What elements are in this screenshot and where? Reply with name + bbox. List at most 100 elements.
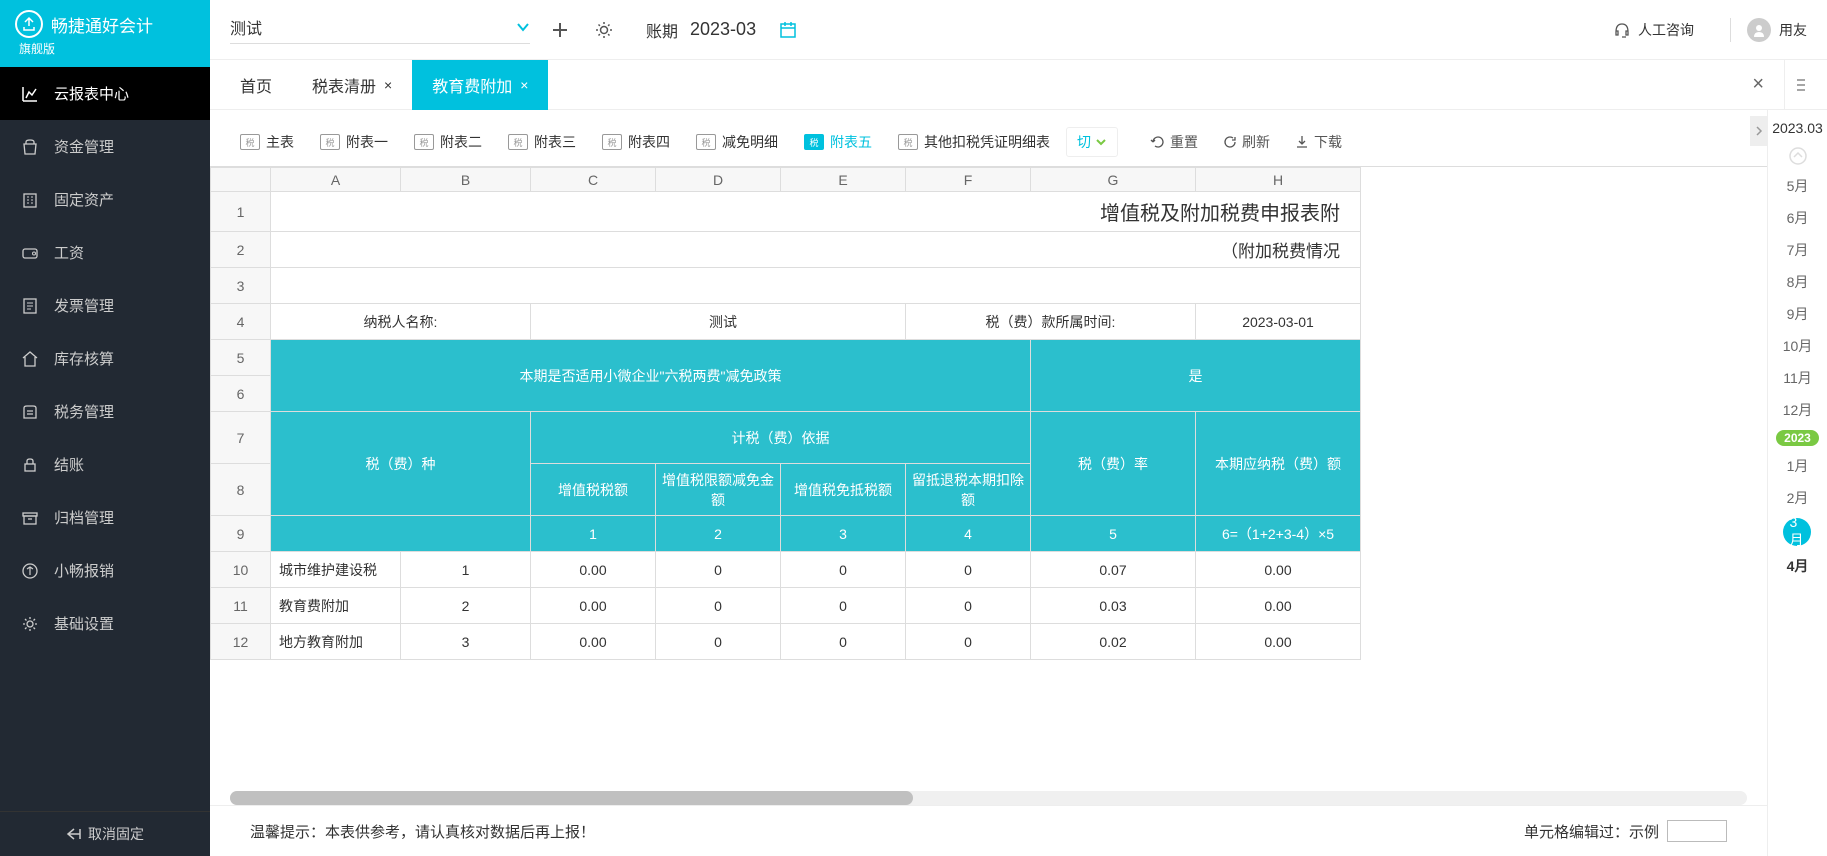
calendar-button[interactable] <box>778 20 798 40</box>
sheet-subtitle[interactable]: （附加税费情况 <box>271 232 1361 268</box>
grid-corner[interactable] <box>211 168 271 192</box>
sidebar-item-fixed-assets[interactable]: 固定资产 <box>0 173 210 226</box>
tab-tax-list[interactable]: 税表清册 × <box>292 60 412 110</box>
cell[interactable]: 0 <box>906 552 1031 588</box>
sidebar-item-expense[interactable]: 小畅报销 <box>0 544 210 597</box>
cell[interactable]: 0 <box>781 588 906 624</box>
month-item[interactable]: 7月 <box>1781 238 1815 262</box>
close-icon[interactable]: × <box>384 77 392 93</box>
month-item[interactable]: 6月 <box>1781 206 1815 230</box>
cell[interactable]: 0.00 <box>1196 588 1361 624</box>
spreadsheet[interactable]: A B C D E F G H <box>210 166 1767 789</box>
col-header[interactable]: D <box>656 168 781 192</box>
taxpayer-label[interactable]: 纳税人名称: <box>271 304 531 340</box>
close-icon[interactable]: × <box>520 77 528 93</box>
col-header[interactable]: B <box>401 168 531 192</box>
cell[interactable]: 0.02 <box>1031 624 1196 660</box>
cell[interactable]: 地方教育附加 <box>271 624 401 660</box>
cell[interactable]: 教育费附加 <box>271 588 401 624</box>
col-header[interactable]: E <box>781 168 906 192</box>
sidebar-item-funds[interactable]: 资金管理 <box>0 120 210 173</box>
cell[interactable]: 0.07 <box>1031 552 1196 588</box>
subtab-a1[interactable]: 税附表一 <box>310 126 398 158</box>
col-header[interactable]: F <box>906 168 1031 192</box>
cell[interactable]: 0.00 <box>1196 552 1361 588</box>
cell[interactable]: 0 <box>781 552 906 588</box>
row-header[interactable]: 10 <box>211 552 271 588</box>
col-header[interactable]: H <box>1196 168 1361 192</box>
sheet-title[interactable]: 增值税及附加税费申报表附 <box>271 192 1361 232</box>
cell[interactable]: 1 <box>401 552 531 588</box>
month-item[interactable]: 2月 <box>1781 486 1815 510</box>
row-header[interactable]: 2 <box>211 232 271 268</box>
sidebar-item-settings[interactable]: 基础设置 <box>0 597 210 650</box>
reset-button[interactable]: 重置 <box>1150 132 1198 152</box>
month-item[interactable]: 10月 <box>1777 334 1819 358</box>
sidebar-item-tax[interactable]: 税务管理 <box>0 385 210 438</box>
cell[interactable]: 0.03 <box>1031 588 1196 624</box>
download-button[interactable]: 下载 <box>1294 132 1342 152</box>
row-header[interactable]: 4 <box>211 304 271 340</box>
collapse-panel-button[interactable] <box>1750 116 1768 146</box>
month-item[interactable]: 4月 <box>1781 554 1815 578</box>
hdr-rate[interactable]: 税（费）率 <box>1031 412 1196 516</box>
subtab-main[interactable]: 税主表 <box>230 126 304 158</box>
scroll-up-button[interactable] <box>1788 146 1808 166</box>
user-menu[interactable]: 用友 <box>1747 18 1807 42</box>
row-header[interactable]: 1 <box>211 192 271 232</box>
cell[interactable]: 0 <box>656 624 781 660</box>
hdr-tax-type[interactable]: 税（费）种 <box>271 412 531 516</box>
cell[interactable]: 0.00 <box>1196 624 1361 660</box>
hdr-num[interactable]: 3 <box>781 516 906 552</box>
subtab-a3[interactable]: 税附表三 <box>498 126 586 158</box>
sidebar-item-invoice[interactable]: 发票管理 <box>0 279 210 332</box>
sidebar-item-salary[interactable]: 工资 <box>0 226 210 279</box>
year-badge[interactable]: 2023 <box>1776 430 1819 446</box>
tab-home[interactable]: 首页 <box>220 60 292 110</box>
subtab-a2[interactable]: 税附表二 <box>404 126 492 158</box>
period-owed-value[interactable]: 2023-03-01 <box>1196 304 1361 340</box>
hdr-refund-deduct[interactable]: 留抵退税本期扣除额 <box>906 464 1031 516</box>
expand-tabs[interactable] <box>1784 60 1817 110</box>
hdr-num[interactable]: 5 <box>1031 516 1196 552</box>
row-header[interactable]: 5 <box>211 340 271 376</box>
hdr-basis[interactable]: 计税（费）依据 <box>531 412 1031 464</box>
subtab-a5[interactable]: 税附表五 <box>794 126 882 158</box>
col-header[interactable]: G <box>1031 168 1196 192</box>
row-header[interactable]: 6 <box>211 376 271 412</box>
month-item[interactable]: 8月 <box>1781 270 1815 294</box>
month-item-current[interactable]: 3月 <box>1783 518 1811 546</box>
hdr-vat-exempt[interactable]: 增值税免抵税额 <box>781 464 906 516</box>
row-header[interactable]: 11 <box>211 588 271 624</box>
close-all-tabs[interactable]: × <box>1732 73 1784 96</box>
scrollbar-thumb[interactable] <box>230 791 913 805</box>
switch-button[interactable]: 切 <box>1066 127 1118 157</box>
month-item[interactable]: 11月 <box>1777 366 1818 390</box>
month-item[interactable]: 12月 <box>1777 398 1819 422</box>
hdr-num[interactable]: 4 <box>906 516 1031 552</box>
row-header[interactable]: 8 <box>211 464 271 516</box>
policy-question[interactable]: 本期是否适用小微企业"六税两费"减免政策 <box>271 340 1031 412</box>
cell[interactable]: 3 <box>401 624 531 660</box>
add-button[interactable] <box>550 20 570 40</box>
cell[interactable]: 城市维护建设税 <box>271 552 401 588</box>
sidebar-item-inventory[interactable]: 库存核算 <box>0 332 210 385</box>
cell[interactable] <box>271 268 1361 304</box>
period-owed-label[interactable]: 税（费）款所属时间: <box>906 304 1196 340</box>
col-header[interactable]: C <box>531 168 656 192</box>
sidebar-unpin[interactable]: 取消固定 <box>0 811 210 856</box>
hdr-vat-limit[interactable]: 增值税限额减免金额 <box>656 464 781 516</box>
cell[interactable]: 0 <box>656 552 781 588</box>
refresh-button[interactable]: 刷新 <box>1222 132 1270 152</box>
hdr-formula[interactable]: 6=（1+2+3-4）×5 <box>1196 516 1361 552</box>
hdr-vat-amount[interactable]: 增值税税额 <box>531 464 656 516</box>
cell[interactable]: 0 <box>781 624 906 660</box>
hdr-payable[interactable]: 本期应纳税（费）额 <box>1196 412 1361 516</box>
taxpayer-value[interactable]: 测试 <box>531 304 906 340</box>
month-item[interactable]: 1月 <box>1781 454 1815 478</box>
tab-education-surcharge[interactable]: 教育费附加 × <box>412 60 548 110</box>
policy-answer[interactable]: 是 <box>1031 340 1361 412</box>
settings-button[interactable] <box>594 20 614 40</box>
row-header[interactable]: 12 <box>211 624 271 660</box>
horizontal-scrollbar[interactable] <box>230 791 1747 805</box>
